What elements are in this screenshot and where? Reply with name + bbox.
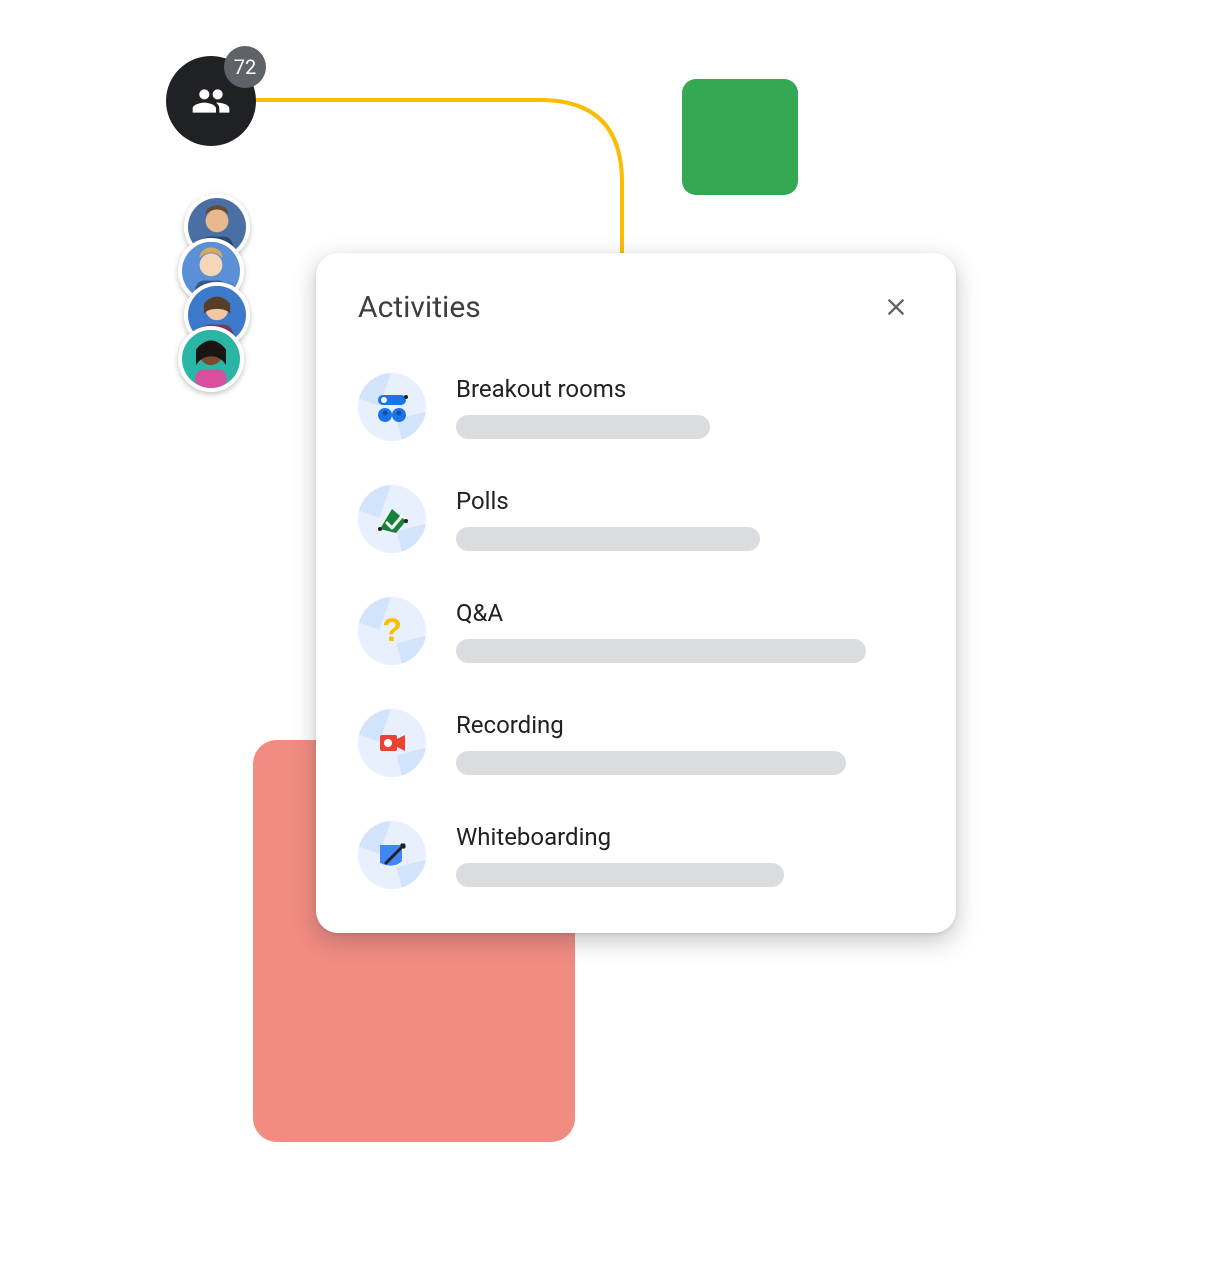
activity-description-placeholder [456, 863, 784, 887]
close-button[interactable] [878, 289, 914, 325]
decor-green-square [682, 79, 798, 195]
activity-description-placeholder [456, 527, 760, 551]
activity-qa[interactable]: ? Q&A [358, 597, 914, 665]
close-icon [882, 293, 910, 321]
activity-recording[interactable]: Recording [358, 709, 914, 777]
participants-button[interactable]: 72 [166, 56, 256, 146]
activity-label: Recording [456, 711, 914, 739]
avatar-stack [178, 194, 252, 414]
breakout-rooms-icon [358, 373, 426, 441]
activity-description-placeholder [456, 415, 710, 439]
polls-icon [358, 485, 426, 553]
activities-panel: Activities Breako [316, 253, 956, 933]
activity-label: Q&A [456, 599, 914, 627]
activity-whiteboarding[interactable]: Whiteboarding [358, 821, 914, 889]
people-icon [191, 81, 231, 121]
activity-breakout-rooms[interactable]: Breakout rooms [358, 373, 914, 441]
activity-description-placeholder [456, 751, 846, 775]
participants-count-badge: 72 [224, 46, 266, 88]
activity-label: Whiteboarding [456, 823, 914, 851]
activity-polls[interactable]: Polls [358, 485, 914, 553]
avatar [178, 326, 244, 392]
whiteboarding-icon [358, 821, 426, 889]
svg-text:?: ? [382, 612, 402, 648]
recording-icon [358, 709, 426, 777]
activity-label: Breakout rooms [456, 375, 914, 403]
activity-label: Polls [456, 487, 914, 515]
panel-title: Activities [358, 290, 481, 325]
qa-icon: ? [358, 597, 426, 665]
activity-description-placeholder [456, 639, 866, 663]
